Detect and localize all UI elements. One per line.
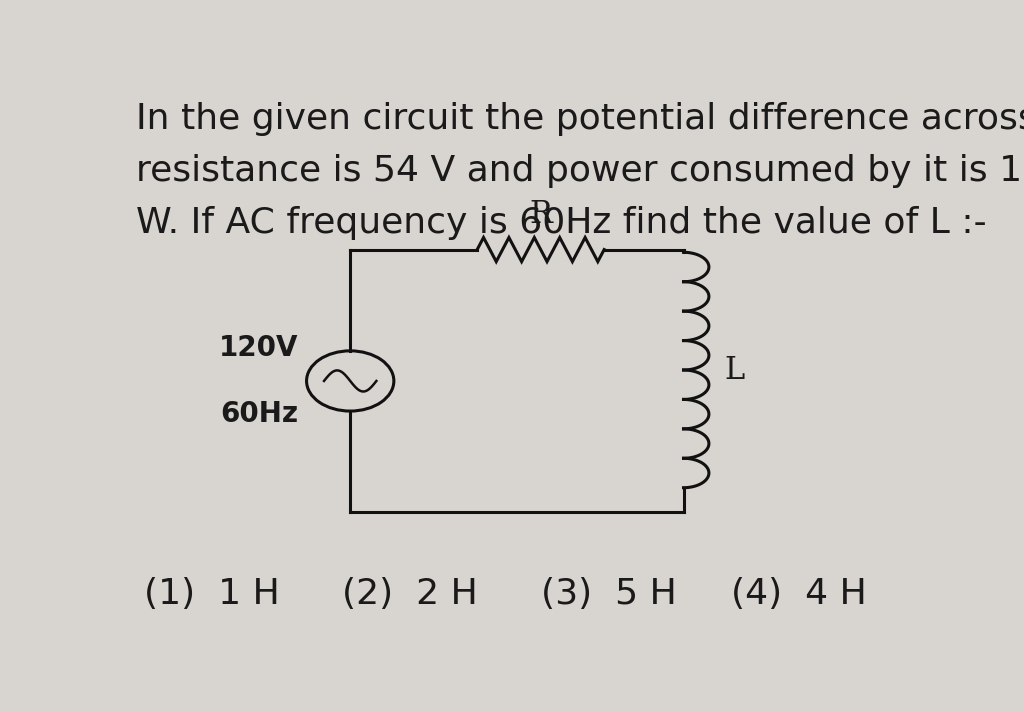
Text: (4)  4 H: (4) 4 H [731, 577, 867, 611]
Text: 120V: 120V [219, 334, 299, 362]
Text: W. If AC frequency is 60Hz find the value of L :-: W. If AC frequency is 60Hz find the valu… [136, 205, 986, 240]
Text: (2)  2 H: (2) 2 H [342, 577, 478, 611]
Text: L: L [725, 355, 745, 385]
Text: resistance is 54 V and power consumed by it is 16: resistance is 54 V and power consumed by… [136, 154, 1024, 188]
Text: 60Hz: 60Hz [220, 400, 299, 428]
Text: In the given circuit the potential difference across: In the given circuit the potential diffe… [136, 102, 1024, 136]
Text: (3)  5 H: (3) 5 H [541, 577, 677, 611]
Text: (1)  1 H: (1) 1 H [143, 577, 280, 611]
Text: R: R [529, 199, 552, 230]
